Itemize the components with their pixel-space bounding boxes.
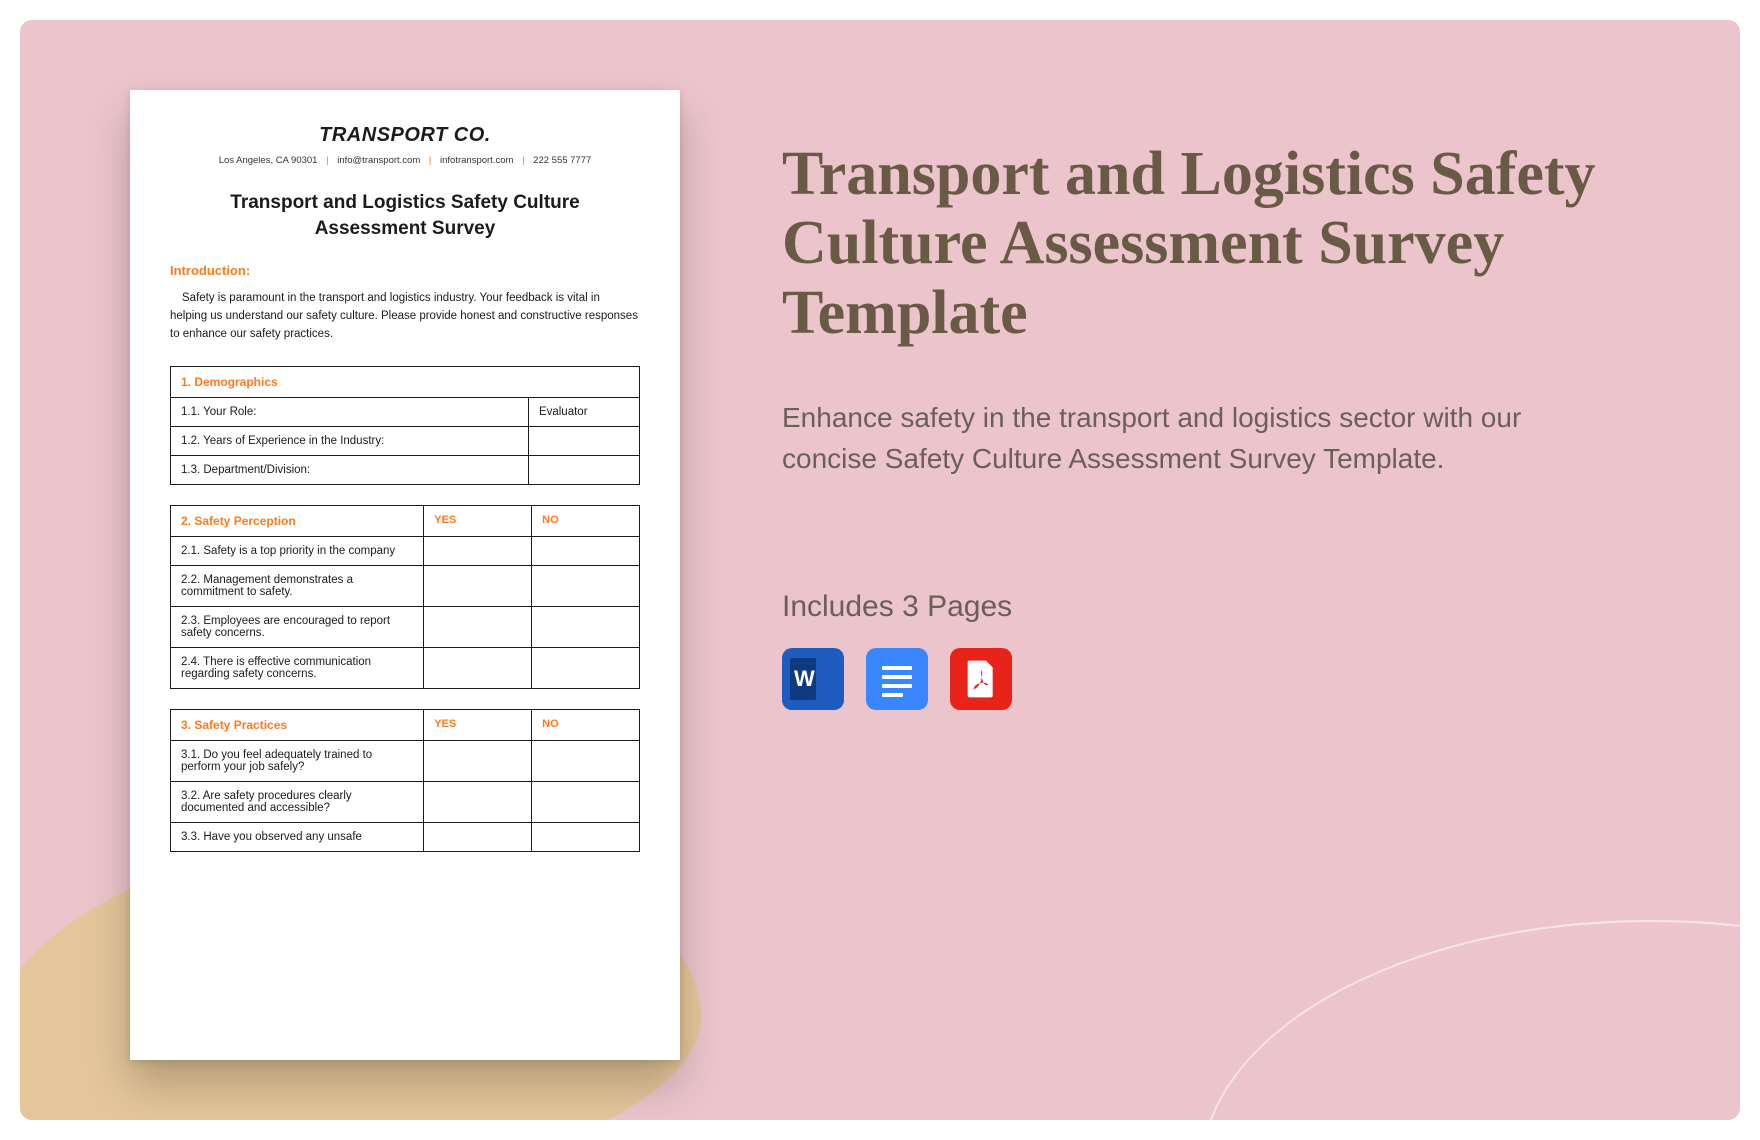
table-row: 2.1. Safety is a top priority in the com… (171, 536, 640, 565)
company-name: TRANSPORT CO. (170, 124, 640, 147)
separator-icon: | (429, 155, 431, 166)
row-label: 1.3. Department/Division: (171, 455, 529, 484)
document-preview: TRANSPORT CO. Los Angeles, CA 90301 | in… (130, 90, 680, 1060)
col-yes: YES (424, 709, 532, 740)
cell-no (532, 740, 640, 781)
section-heading: 1. Demographics (171, 366, 640, 397)
cell-yes (424, 536, 532, 565)
cell-no (532, 781, 640, 822)
row-label: 1.1. Your Role: (171, 397, 529, 426)
table-row: 2.2. Management demonstrates a commitmen… (171, 565, 640, 606)
template-card: TRANSPORT CO. Los Angeles, CA 90301 | in… (20, 20, 1740, 1120)
row-value (528, 426, 639, 455)
cell-yes (424, 822, 532, 851)
contact-address: Los Angeles, CA 90301 (219, 155, 318, 166)
template-description: Enhance safety in the transport and logi… (782, 398, 1602, 479)
question-text: 2.3. Employees are encouraged to report … (171, 606, 424, 647)
separator-icon: | (326, 155, 328, 166)
table-row: 3.1. Do you feel adequately trained to p… (171, 740, 640, 781)
cell-yes (424, 647, 532, 688)
decor-outline-blob (1200, 920, 1740, 1120)
format-icons (782, 648, 1652, 710)
company-contact-line: Los Angeles, CA 90301 | info@transport.c… (170, 155, 640, 166)
row-label: 1.2. Years of Experience in the Industry… (171, 426, 529, 455)
survey-title: Transport and Logistics Safety Culture A… (198, 190, 612, 241)
section-heading: 2. Safety Perception (171, 505, 424, 536)
cell-yes (424, 606, 532, 647)
table-row: 3.2. Are safety procedures clearly docum… (171, 781, 640, 822)
table-row: 3.3. Have you observed any unsafe (171, 822, 640, 851)
section-heading: 3. Safety Practices (171, 709, 424, 740)
section-demographics: 1. Demographics 1.1. Your Role: Evaluato… (170, 366, 640, 485)
question-text: 3.2. Are safety procedures clearly docum… (171, 781, 424, 822)
cell-no (532, 565, 640, 606)
word-icon (782, 648, 844, 710)
cell-no (532, 536, 640, 565)
google-docs-icon (866, 648, 928, 710)
question-text: 2.4. There is effective communication re… (171, 647, 424, 688)
table-row: 1.2. Years of Experience in the Industry… (171, 426, 640, 455)
table-row: 2.4. There is effective communication re… (171, 647, 640, 688)
col-yes: YES (424, 505, 532, 536)
separator-icon: | (522, 155, 524, 166)
cell-no (532, 822, 640, 851)
question-text: 2.2. Management demonstrates a commitmen… (171, 565, 424, 606)
question-text: 3.3. Have you observed any unsafe (171, 822, 424, 851)
contact-web: infotransport.com (440, 155, 513, 166)
table-row: 1.3. Department/Division: (171, 455, 640, 484)
table-row: 2.3. Employees are encouraged to report … (171, 606, 640, 647)
cell-no (532, 647, 640, 688)
contact-email: info@transport.com (337, 155, 420, 166)
table-row: 1.1. Your Role: Evaluator (171, 397, 640, 426)
col-no: NO (532, 505, 640, 536)
question-text: 2.1. Safety is a top priority in the com… (171, 536, 424, 565)
col-no: NO (532, 709, 640, 740)
row-value (528, 455, 639, 484)
section-safety-practices: 3. Safety Practices YES NO 3.1. Do you f… (170, 709, 640, 852)
pdf-icon (950, 648, 1012, 710)
template-headline: Transport and Logistics Safety Culture A… (782, 140, 1652, 348)
intro-text: Safety is paramount in the transport and… (170, 290, 640, 343)
section-safety-perception: 2. Safety Perception YES NO 2.1. Safety … (170, 505, 640, 689)
cell-yes (424, 740, 532, 781)
cell-yes (424, 565, 532, 606)
row-value: Evaluator (528, 397, 639, 426)
contact-phone: 222 555 7777 (533, 155, 591, 166)
info-panel: Transport and Logistics Safety Culture A… (782, 140, 1652, 710)
cell-no (532, 606, 640, 647)
cell-yes (424, 781, 532, 822)
question-text: 3.1. Do you feel adequately trained to p… (171, 740, 424, 781)
includes-label: Includes 3 Pages (782, 590, 1652, 624)
intro-heading: Introduction: (170, 263, 640, 278)
